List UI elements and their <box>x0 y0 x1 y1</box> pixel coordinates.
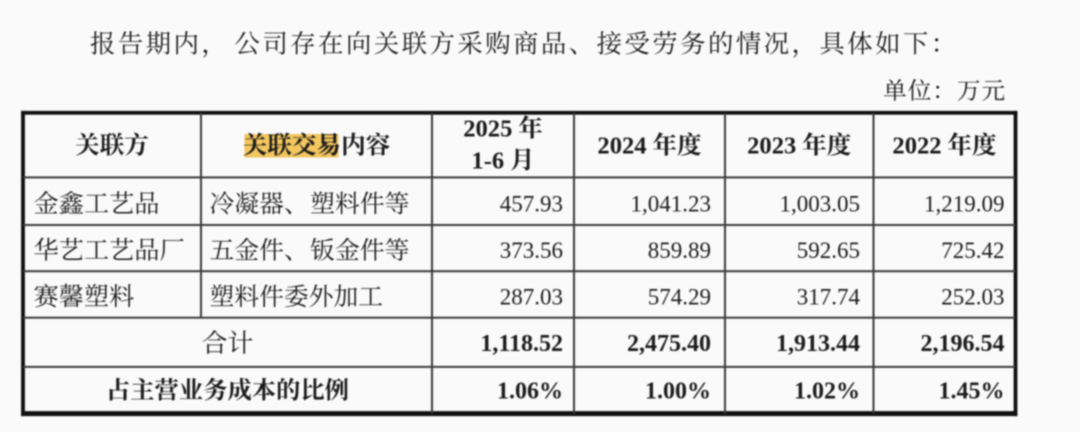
svg-text:2,196.54: 2,196.54 <box>921 331 1005 357</box>
svg-text:574.29: 574.29 <box>648 285 711 310</box>
svg-text:1,118.52: 1,118.52 <box>480 331 563 357</box>
svg-text:1-6: 1-6 <box>471 147 504 174</box>
svg-text:1,003.05: 1,003.05 <box>780 192 861 217</box>
svg-text:2022: 2022 <box>892 133 941 160</box>
svg-text:859.89: 859.89 <box>648 238 711 263</box>
svg-text:2024: 2024 <box>597 133 646 160</box>
svg-text:317.74: 317.74 <box>797 285 861 310</box>
svg-text:287.03: 287.03 <box>500 285 563 310</box>
svg-text:2025: 2025 <box>463 116 512 143</box>
svg-text:1.45%: 1.45% <box>939 379 1005 405</box>
svg-text:725.42: 725.42 <box>941 238 1004 263</box>
svg-text:457.93: 457.93 <box>500 192 563 217</box>
svg-text:1.00%: 1.00% <box>645 379 711 405</box>
svg-text:1.06%: 1.06% <box>497 379 563 405</box>
svg-text:1,041.23: 1,041.23 <box>631 192 712 217</box>
svg-text:592.65: 592.65 <box>797 238 860 263</box>
svg-text:1,913.44: 1,913.44 <box>776 331 860 357</box>
svg-text:2023: 2023 <box>747 133 796 160</box>
svg-text:2,475.40: 2,475.40 <box>627 331 711 357</box>
svg-text:1.02%: 1.02% <box>794 379 860 405</box>
svg-text:373.56: 373.56 <box>500 238 563 263</box>
svg-text:252.03: 252.03 <box>941 285 1004 310</box>
svg-text:1,219.09: 1,219.09 <box>924 192 1005 217</box>
